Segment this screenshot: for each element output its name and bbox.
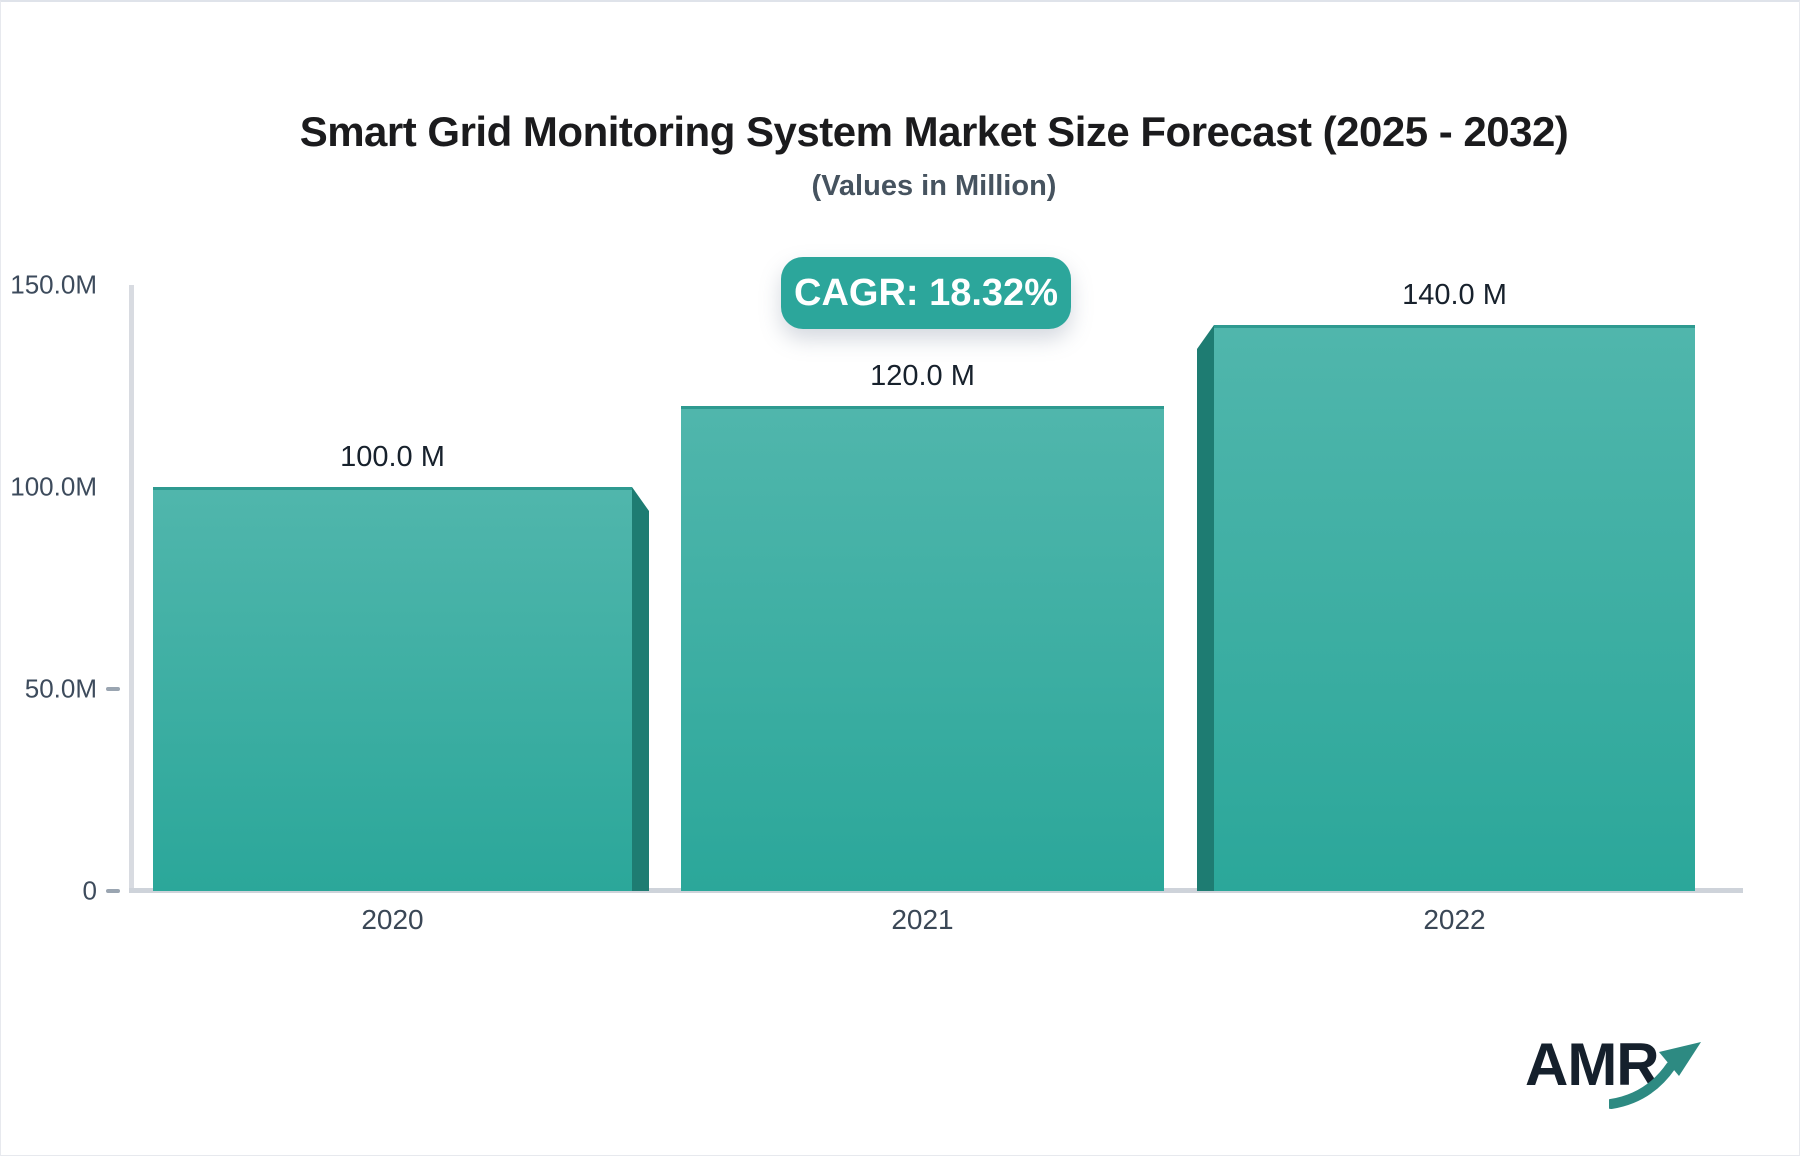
- amr-logo: AMR: [1525, 1030, 1725, 1120]
- bar-value-label: 100.0 M: [340, 441, 445, 473]
- growth-arrow-icon: [1609, 1042, 1701, 1109]
- cagr-badge-label: CAGR: 18.32%: [794, 271, 1058, 314]
- y-axis-tick-label: 0: [82, 875, 97, 906]
- chart-header: Smart Grid Monitoring System Market Size…: [71, 2, 1797, 203]
- bar-3d-side: [632, 487, 649, 891]
- y-axis-line: [129, 285, 134, 891]
- y-axis-tick-label: 100.0M: [10, 471, 97, 502]
- y-axis-tick-label: 50.0M: [24, 673, 97, 704]
- cagr-badge: CAGR: 18.32%: [781, 257, 1071, 329]
- chart-title: Smart Grid Monitoring System Market Size…: [299, 108, 1569, 155]
- x-axis-tick-label: 2022: [1423, 904, 1486, 935]
- bar-2022: [1214, 325, 1695, 891]
- bar-2021: [681, 406, 1164, 891]
- bar-value-label: 120.0 M: [870, 360, 975, 392]
- amr-logo-text: AMR: [1525, 1031, 1660, 1098]
- bar-3d-side: [1197, 325, 1214, 891]
- y-axis-tick-mark: [106, 687, 120, 691]
- bar-2020: [153, 487, 632, 891]
- x-axis-tick-label: 2021: [891, 904, 954, 935]
- bar-value-label: 140.0 M: [1402, 279, 1507, 311]
- x-axis-tick-label: 2020: [361, 904, 424, 935]
- chart-subtitle: (Values in Million): [811, 170, 1057, 202]
- y-axis-tick-mark: [106, 889, 120, 893]
- y-axis-tick-label: 150.0M: [10, 269, 97, 300]
